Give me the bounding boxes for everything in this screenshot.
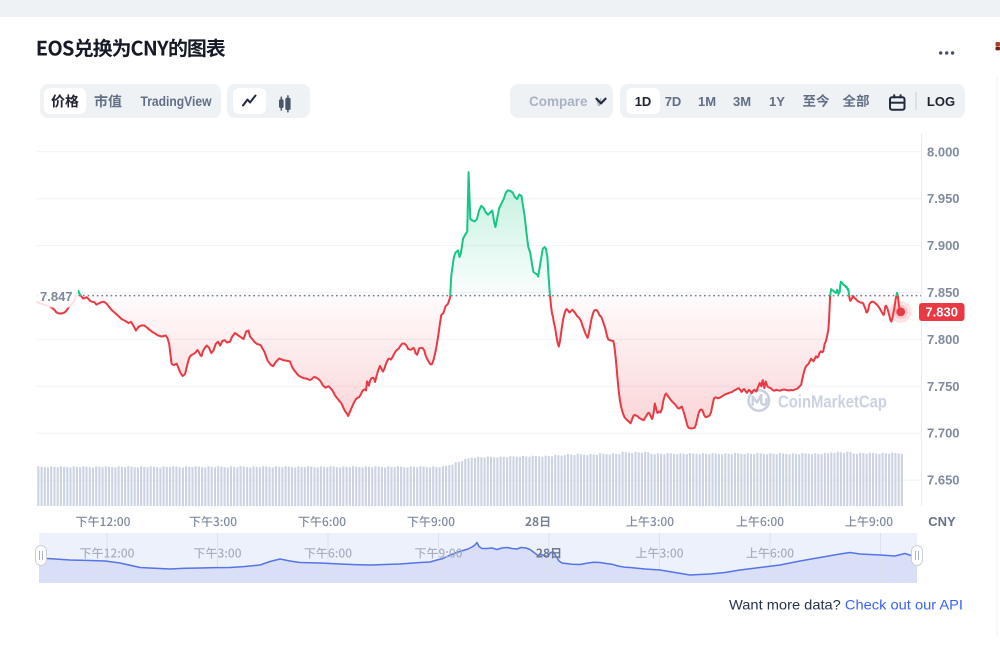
- svg-text:CoinMarketCap: CoinMarketCap: [778, 392, 887, 412]
- svg-text:7.950: 7.950: [927, 191, 960, 206]
- svg-text:TradingView: TradingView: [141, 93, 212, 109]
- svg-text:1D: 1D: [635, 94, 652, 109]
- svg-text:3M: 3M: [733, 94, 751, 109]
- svg-text:7.850: 7.850: [927, 285, 960, 300]
- svg-text:7.900: 7.900: [927, 238, 960, 253]
- svg-text:7.650: 7.650: [927, 473, 960, 488]
- svg-text:CNY: CNY: [928, 514, 956, 529]
- svg-text:7.800: 7.800: [927, 332, 960, 347]
- svg-text:7.830: 7.830: [925, 305, 958, 320]
- svg-text:LOG: LOG: [927, 94, 955, 109]
- svg-text:7.700: 7.700: [927, 426, 960, 441]
- svg-text:7D: 7D: [665, 94, 682, 109]
- svg-text:7.750: 7.750: [927, 379, 960, 394]
- svg-text:Compare w: Compare w: [529, 94, 602, 109]
- svg-text:1M: 1M: [698, 94, 716, 109]
- svg-text:Want more data? Check out our: Want more data? Check out our API: [729, 597, 963, 613]
- svg-text:8.000: 8.000: [927, 144, 960, 159]
- svg-text:1Y: 1Y: [769, 94, 785, 109]
- svg-text:7.847: 7.847: [40, 289, 73, 304]
